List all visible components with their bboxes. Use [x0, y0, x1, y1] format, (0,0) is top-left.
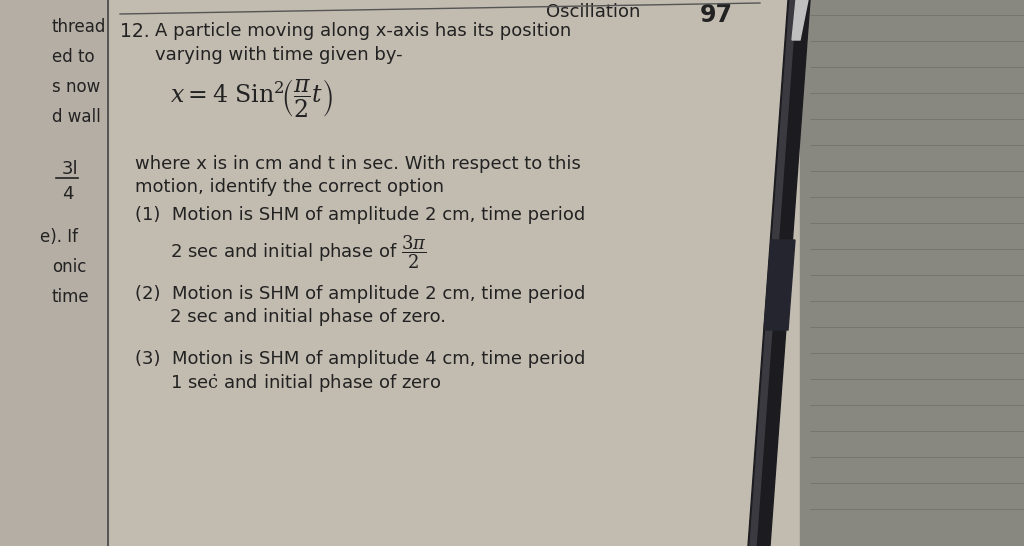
Text: $x = 4\ \mathrm{Sin}^{2}\!\left(\dfrac{\pi}{2}t\right)$: $x = 4\ \mathrm{Sin}^{2}\!\left(\dfrac{\…: [170, 78, 333, 120]
Text: 2 sec and initial phase of zero.: 2 sec and initial phase of zero.: [170, 308, 446, 326]
Text: time: time: [52, 288, 90, 306]
Text: 2 sec and initial phase of $\dfrac{3\pi}{2}$: 2 sec and initial phase of $\dfrac{3\pi}…: [170, 233, 427, 271]
Text: onic: onic: [52, 258, 86, 276]
Text: 4: 4: [62, 185, 74, 203]
Polygon shape: [792, 0, 808, 40]
Text: (2)  Motion is SHM of amplitude 2 cm, time period: (2) Motion is SHM of amplitude 2 cm, tim…: [135, 285, 586, 303]
Polygon shape: [750, 0, 796, 546]
Text: varying with time given by-: varying with time given by-: [155, 46, 402, 64]
Text: d wall: d wall: [52, 108, 100, 126]
Text: s now: s now: [52, 78, 100, 96]
Polygon shape: [764, 240, 795, 330]
Polygon shape: [748, 0, 810, 546]
Text: thread: thread: [52, 18, 106, 36]
Text: (1)  Motion is SHM of amplitude 2 cm, time period: (1) Motion is SHM of amplitude 2 cm, tim…: [135, 206, 586, 224]
Text: A particle moving along x-axis has its position: A particle moving along x-axis has its p…: [155, 22, 571, 40]
Text: 1 se$\dot{\mathrm{c}}$ and initial phase of zero: 1 se$\dot{\mathrm{c}}$ and initial phase…: [170, 373, 441, 395]
Text: 12.: 12.: [120, 22, 150, 41]
Text: 97: 97: [700, 3, 733, 27]
Text: 3l: 3l: [62, 160, 79, 178]
Bar: [0, 0, 108, 546]
Text: where x is in cm and t in sec. With respect to this: where x is in cm and t in sec. With resp…: [135, 155, 581, 173]
Text: Oscillation: Oscillation: [546, 3, 640, 21]
Text: ed to: ed to: [52, 48, 94, 66]
Text: e). If: e). If: [40, 228, 78, 246]
Bar: [800, 0, 1024, 546]
Text: (3)  Motion is SHM of amplitude 4 cm, time period: (3) Motion is SHM of amplitude 4 cm, tim…: [135, 350, 586, 368]
Text: motion, identify the correct option: motion, identify the correct option: [135, 178, 444, 196]
